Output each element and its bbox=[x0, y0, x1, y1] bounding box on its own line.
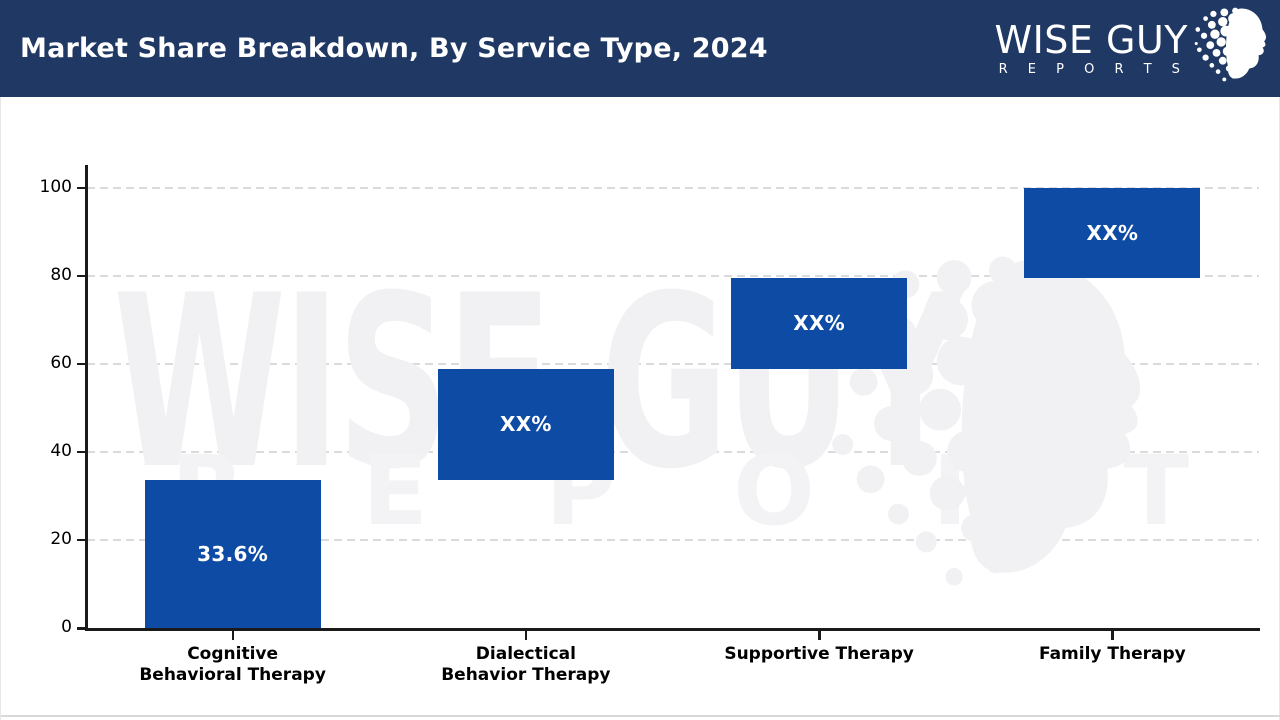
bottom-divider bbox=[1, 715, 1280, 717]
category-label-line: Supportive Therapy bbox=[724, 644, 914, 664]
page-title: Market Share Breakdown, By Service Type,… bbox=[20, 33, 768, 64]
category-label-line: Behavioral Therapy bbox=[139, 665, 326, 685]
brand-wordmark: WISE GUY bbox=[994, 17, 1188, 62]
y-tick-mark bbox=[77, 274, 86, 278]
gridline-100 bbox=[87, 186, 1259, 189]
brand-logo-text: WISE GUY R E P O R T S bbox=[995, 21, 1188, 77]
y-tick-label: 20 bbox=[50, 528, 72, 549]
bar-value-label: XX% bbox=[793, 311, 846, 336]
bar-value-label: XX% bbox=[499, 412, 552, 437]
bar-segment: XX% bbox=[437, 368, 614, 480]
brand-logo: WISE GUY R E P O R T S bbox=[995, 0, 1268, 97]
bar-segment: 33.6% bbox=[144, 479, 321, 628]
brand-subtext: R E P O R T S bbox=[998, 61, 1188, 77]
category-label-line: Family Therapy bbox=[1038, 644, 1186, 664]
chart-canvas: WISE GUY R E P O R T S 02040608010033.6%… bbox=[0, 97, 1280, 720]
x-tick-mark bbox=[231, 630, 235, 640]
x-tick-mark bbox=[818, 630, 821, 640]
bar-value-label: 33.6% bbox=[197, 541, 269, 566]
gridline-60 bbox=[87, 362, 1259, 365]
category-label-line: Cognitive bbox=[187, 644, 279, 664]
y-tick-mark bbox=[77, 362, 86, 366]
y-tick-label: 80 bbox=[50, 264, 72, 285]
y-tick-mark bbox=[77, 186, 86, 189]
bar-value-label: XX% bbox=[1086, 220, 1139, 245]
category-label-line: Dialectical bbox=[475, 644, 576, 664]
x-tick-mark bbox=[524, 630, 528, 640]
category-label-line: Behavior Therapy bbox=[441, 665, 611, 685]
x-axis-line bbox=[85, 628, 1260, 631]
category-label: Family Therapy bbox=[972, 644, 1252, 665]
x-tick-mark bbox=[1111, 630, 1114, 640]
y-tick-mark bbox=[77, 627, 86, 630]
gridline-20 bbox=[87, 538, 1259, 541]
gridline-80 bbox=[87, 274, 1259, 277]
header-bar: Market Share Breakdown, By Service Type,… bbox=[0, 0, 1280, 97]
y-tick-label: 0 bbox=[61, 617, 72, 637]
category-label: Cognitive Behavioral Therapy bbox=[93, 644, 373, 686]
y-tick-label: 40 bbox=[50, 440, 72, 461]
gridline-40 bbox=[87, 450, 1259, 453]
brand-head-icon bbox=[1194, 7, 1267, 81]
y-tick-mark bbox=[77, 450, 86, 454]
bar-segment: XX% bbox=[1024, 187, 1201, 278]
category-label: Supportive Therapy bbox=[679, 644, 959, 665]
y-axis-line bbox=[85, 165, 88, 630]
y-tick-mark bbox=[77, 538, 86, 542]
category-label: Dialectical Behavior Therapy bbox=[386, 644, 666, 686]
bar-segment: XX% bbox=[731, 277, 908, 369]
y-tick-label: 100 bbox=[39, 176, 72, 197]
y-tick-label: 60 bbox=[50, 352, 72, 373]
